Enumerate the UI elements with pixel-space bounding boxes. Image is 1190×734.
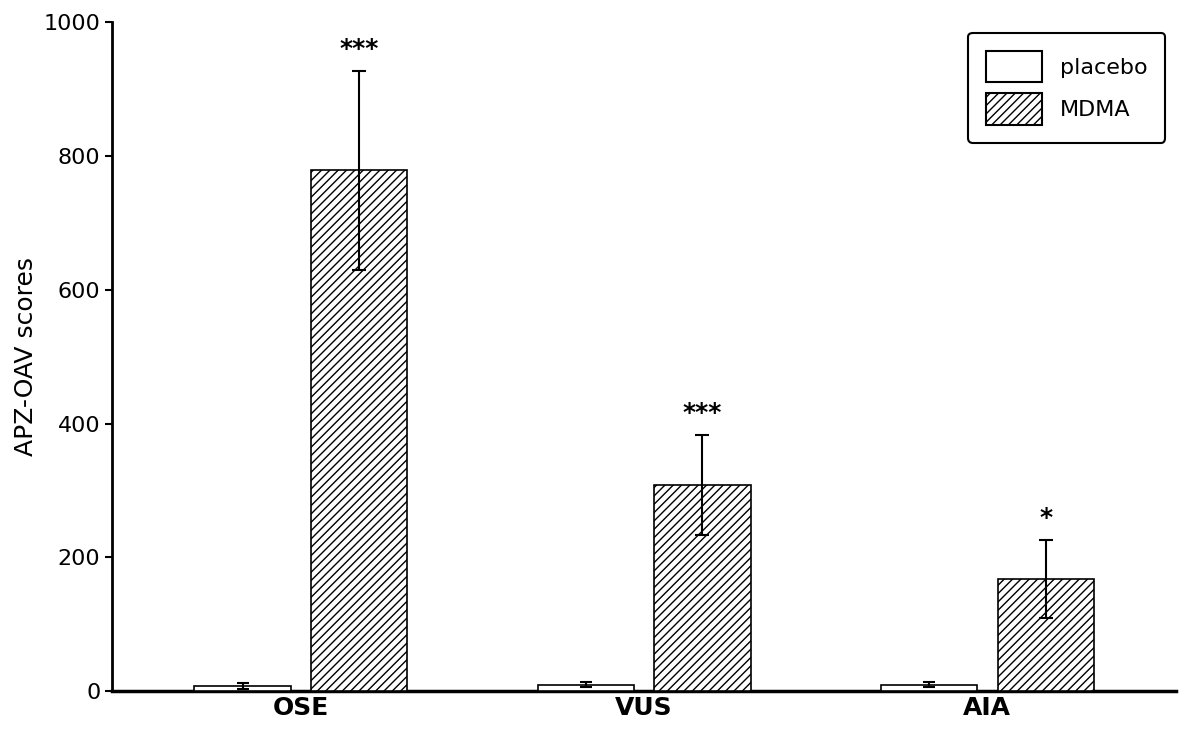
Bar [654,485,751,691]
Bar [997,579,1094,691]
Bar [312,170,407,691]
Y-axis label: APZ-OAV scores: APZ-OAV scores [14,257,38,456]
Text: *: * [1039,506,1052,530]
Text: ***: *** [339,37,378,62]
Text: ***: *** [683,401,722,425]
Legend: placebo, MDMA: placebo, MDMA [969,33,1165,142]
Bar [881,685,977,691]
Bar [538,685,634,691]
Bar [194,686,290,691]
